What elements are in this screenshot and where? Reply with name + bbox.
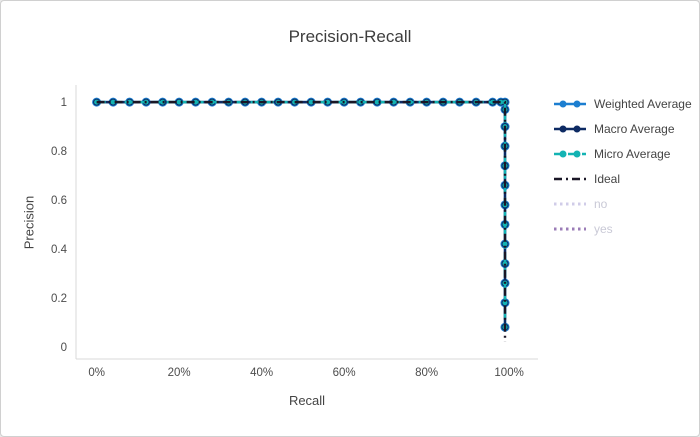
- series-marker: [374, 99, 380, 105]
- x-tick-label: 60%: [333, 367, 356, 379]
- x-tick-label: 80%: [415, 367, 438, 379]
- x-tick-label: 0%: [88, 367, 105, 379]
- series-marker: [110, 99, 116, 105]
- y-tick-label: 0.6: [51, 195, 67, 207]
- legend-sample-icon: [554, 177, 586, 180]
- series-marker: [127, 99, 133, 105]
- series-line-micro-average: [96, 100, 507, 328]
- series-marker: [325, 99, 331, 105]
- chart-title: Precision-Recall: [288, 27, 412, 46]
- series-marker: [193, 99, 199, 105]
- series-marker: [308, 99, 314, 105]
- legend-item-yes[interactable]: yes: [553, 216, 699, 241]
- y-tick-label: 0.4: [51, 244, 68, 256]
- series-line-ideal: [96, 100, 507, 342]
- series-marker: [176, 99, 182, 105]
- series-marker: [502, 221, 508, 227]
- legend-item-ideal[interactable]: Ideal: [553, 166, 699, 191]
- legend-sample-icon: [554, 100, 586, 107]
- y-tick-label: 0.2: [51, 293, 67, 305]
- x-tick-label: 20%: [168, 367, 191, 379]
- series-marker: [498, 99, 504, 105]
- x-tick-label: 40%: [250, 367, 273, 379]
- y-tick-label: 0.8: [51, 146, 67, 158]
- legend-item-label: Weighted Average: [594, 96, 692, 111]
- y-tick-label: 1: [61, 97, 67, 109]
- series-marker: [502, 241, 508, 247]
- series-marker: [502, 300, 508, 306]
- legend-sample-icon: [554, 150, 586, 157]
- x-tick-label: 100%: [494, 367, 523, 379]
- legend-item-no[interactable]: no: [553, 191, 699, 216]
- series-marker: [502, 261, 508, 267]
- series-line-weighted-average: [96, 100, 507, 328]
- legend-sample-icon: [554, 227, 586, 230]
- legend-item-weighted-average[interactable]: Weighted Average: [553, 91, 699, 116]
- legend-item-label: Micro Average: [594, 146, 671, 161]
- series-line-macro-average: [96, 100, 507, 328]
- legend-sample-icon: [554, 202, 586, 205]
- legend-sample-icon: [554, 125, 586, 132]
- x-axis-title: Recall: [288, 393, 326, 408]
- legend-item-macro-average[interactable]: Macro Average: [553, 116, 699, 141]
- legend-item-label: yes: [594, 221, 613, 236]
- y-tick-label: 0: [61, 342, 67, 354]
- legend-item-label: Macro Average: [594, 121, 675, 136]
- series-marker: [391, 99, 397, 105]
- legend: Weighted Average Macro Average Micro Avera…: [553, 91, 699, 241]
- legend-item-label: Ideal: [594, 171, 621, 186]
- legend-item-micro-average[interactable]: Micro Average: [553, 141, 699, 166]
- y-axis-title: Precision: [21, 195, 37, 250]
- legend-item-label: no: [594, 196, 608, 211]
